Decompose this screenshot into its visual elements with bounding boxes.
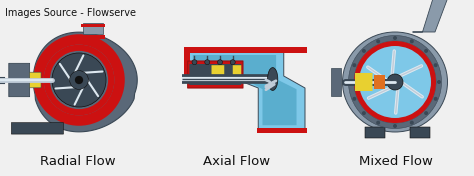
FancyBboxPatch shape bbox=[184, 47, 190, 75]
FancyBboxPatch shape bbox=[365, 127, 385, 138]
Circle shape bbox=[437, 80, 441, 84]
Polygon shape bbox=[412, 0, 450, 32]
FancyBboxPatch shape bbox=[11, 123, 64, 134]
Circle shape bbox=[410, 39, 414, 43]
Polygon shape bbox=[33, 32, 137, 132]
Circle shape bbox=[75, 76, 83, 84]
Circle shape bbox=[376, 39, 380, 43]
Circle shape bbox=[44, 45, 114, 115]
FancyBboxPatch shape bbox=[190, 64, 241, 85]
Circle shape bbox=[376, 121, 380, 125]
FancyBboxPatch shape bbox=[410, 127, 430, 138]
Circle shape bbox=[393, 124, 397, 128]
Ellipse shape bbox=[343, 32, 447, 132]
Polygon shape bbox=[331, 68, 341, 96]
Polygon shape bbox=[186, 49, 305, 130]
FancyBboxPatch shape bbox=[29, 72, 41, 88]
Text: Axial Flow: Axial Flow bbox=[203, 155, 271, 168]
Circle shape bbox=[434, 97, 438, 101]
FancyBboxPatch shape bbox=[188, 61, 243, 88]
Ellipse shape bbox=[268, 68, 278, 90]
FancyBboxPatch shape bbox=[184, 47, 307, 53]
Circle shape bbox=[70, 71, 88, 89]
Circle shape bbox=[410, 121, 414, 125]
Circle shape bbox=[362, 111, 366, 115]
FancyBboxPatch shape bbox=[81, 35, 105, 39]
Circle shape bbox=[230, 60, 235, 65]
Circle shape bbox=[52, 53, 106, 107]
Circle shape bbox=[387, 74, 403, 90]
Wedge shape bbox=[44, 45, 114, 115]
Circle shape bbox=[192, 60, 197, 65]
Polygon shape bbox=[83, 23, 103, 34]
FancyBboxPatch shape bbox=[81, 24, 105, 27]
Polygon shape bbox=[193, 55, 297, 125]
Circle shape bbox=[356, 43, 434, 121]
Circle shape bbox=[352, 63, 356, 67]
FancyBboxPatch shape bbox=[256, 128, 307, 133]
FancyBboxPatch shape bbox=[9, 63, 29, 97]
Circle shape bbox=[205, 60, 210, 65]
FancyBboxPatch shape bbox=[233, 65, 241, 82]
FancyBboxPatch shape bbox=[355, 73, 373, 91]
Wedge shape bbox=[354, 41, 436, 123]
FancyBboxPatch shape bbox=[211, 65, 224, 82]
Circle shape bbox=[424, 111, 428, 115]
Text: Images Source - Flowserve: Images Source - Flowserve bbox=[5, 8, 136, 18]
Circle shape bbox=[434, 63, 438, 67]
Wedge shape bbox=[348, 36, 441, 128]
Circle shape bbox=[424, 49, 428, 53]
Circle shape bbox=[349, 80, 353, 84]
Text: Mixed Flow: Mixed Flow bbox=[359, 155, 433, 168]
Text: Radial Flow: Radial Flow bbox=[40, 155, 116, 168]
Circle shape bbox=[218, 60, 222, 65]
Circle shape bbox=[393, 36, 397, 40]
Circle shape bbox=[362, 49, 366, 53]
FancyBboxPatch shape bbox=[374, 75, 385, 89]
Wedge shape bbox=[33, 34, 125, 126]
Circle shape bbox=[352, 97, 356, 101]
